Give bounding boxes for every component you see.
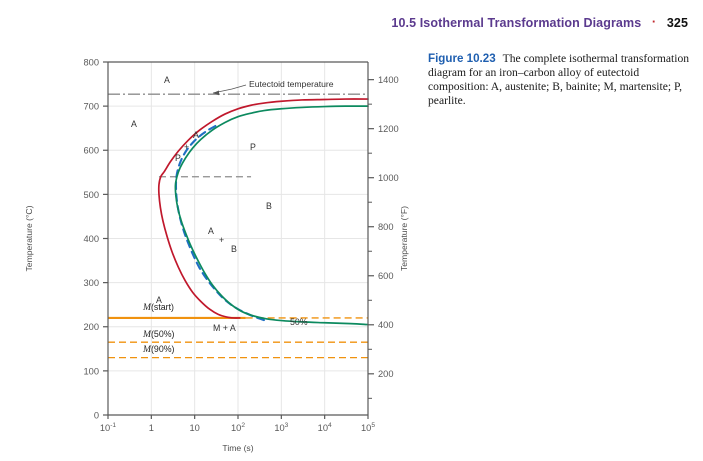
- chart-tick-labels: 0 100 200 300 400 500 600 700 800 200 400 600 800 100…: [83, 57, 398, 433]
- page-number: 325: [666, 16, 688, 30]
- annotation-p-plus-a-p: P: [175, 153, 181, 163]
- annotation-p-plus-a-plus: +: [184, 142, 189, 152]
- y-axis-title-celsius: Temperature (°C): [24, 205, 34, 271]
- running-head-section-title: Isothermal Transformation Diagrams: [419, 16, 642, 30]
- y-axis-title-fahrenheit: Temperature (°F): [399, 206, 409, 271]
- figure-caption-label: Figure 10.23: [428, 52, 496, 65]
- isothermal-transformation-diagram: 0 100 200 300 400 500 600 700 800 200 400 600 800 100…: [24, 57, 409, 453]
- tick-label-celsius: 300: [83, 278, 99, 288]
- annotation-eutectoid: Eutectoid temperature: [249, 79, 334, 89]
- annotation-p-plus-a-a: A: [193, 130, 199, 140]
- tick-label-time: 102: [231, 422, 245, 433]
- tick-label-fahrenheit: 200: [378, 369, 394, 379]
- annotation-p-region: P: [250, 142, 256, 152]
- tick-label-celsius: 800: [83, 57, 99, 67]
- tick-label-fahrenheit: 1200: [378, 124, 399, 134]
- curve-50-transformation: [174, 124, 266, 322]
- tick-label-fahrenheit: 800: [378, 222, 394, 232]
- annotation-m-50: M(50%): [142, 329, 175, 340]
- chart-horizontal-lines: [108, 93, 368, 359]
- annotation-a-plus-b-plus: +: [219, 235, 224, 245]
- annotation-b-region: B: [266, 201, 272, 211]
- annotation-a-left-lower: A: [156, 295, 162, 305]
- curve-transformation-start-0-: [157, 98, 369, 319]
- annotation-m-start: M(start): [142, 302, 174, 313]
- figure-caption: Figure 10.23 The complete isothermal tran…: [428, 52, 696, 108]
- annotation-a-plus-b-b: B: [231, 244, 237, 254]
- annotation-a-left-upper: A: [131, 119, 137, 129]
- tick-label-celsius: 700: [83, 102, 99, 112]
- eutectoid-callout-leader: [212, 84, 247, 94]
- running-head-section-number: 10.5: [391, 16, 417, 30]
- annotation-m-plus-a: M + A: [213, 323, 236, 333]
- annotation-a-top: A: [164, 75, 170, 85]
- tick-label-celsius: 400: [83, 234, 99, 244]
- tick-label-celsius: 600: [83, 146, 99, 156]
- tick-label-fahrenheit: 600: [378, 271, 394, 281]
- running-head-separator-dot: ·: [651, 14, 657, 29]
- tick-label-time: 104: [318, 422, 332, 433]
- tick-label-fahrenheit: 1000: [378, 173, 399, 183]
- annotation-m-90: M(90%): [142, 344, 175, 355]
- tick-label-celsius: 200: [83, 322, 99, 332]
- running-head: 10.5 Isothermal Transformation Diagrams …: [0, 14, 688, 30]
- tick-label-time: 105: [361, 422, 375, 433]
- tick-label-time: 10-1: [100, 422, 117, 433]
- chart-axis-titles: Time (s) Temperature (°C) Temperature (°F): [24, 205, 409, 453]
- tick-label-fahrenheit: 1400: [378, 75, 399, 85]
- x-axis-title: Time (s): [222, 443, 253, 453]
- annotation-a-plus-b-a: A: [208, 226, 214, 236]
- tick-label-celsius: 0: [94, 410, 99, 420]
- tick-label-celsius: 500: [83, 190, 99, 200]
- annotation-fifty-pct: 50%: [290, 317, 308, 327]
- eutectoid-callout-arrowhead: [213, 90, 219, 96]
- chart-gridlines: [107, 61, 369, 415]
- chart-canvas: 0 100 200 300 400 500 600 700 800 200 400 600 800 100…: [24, 57, 409, 453]
- tick-label-celsius: 100: [83, 366, 99, 376]
- figure-caption-text: The complete isothermal transformation d…: [428, 52, 690, 108]
- tick-label-time: 10: [189, 423, 199, 433]
- chart-series-lines: [157, 98, 369, 326]
- tick-label-time: 1: [149, 423, 154, 433]
- tick-label-time: 103: [274, 422, 288, 433]
- tick-label-fahrenheit: 400: [378, 320, 394, 330]
- chart-tick-marks: [103, 61, 374, 419]
- curve-transformation-finish-100-: [174, 105, 369, 326]
